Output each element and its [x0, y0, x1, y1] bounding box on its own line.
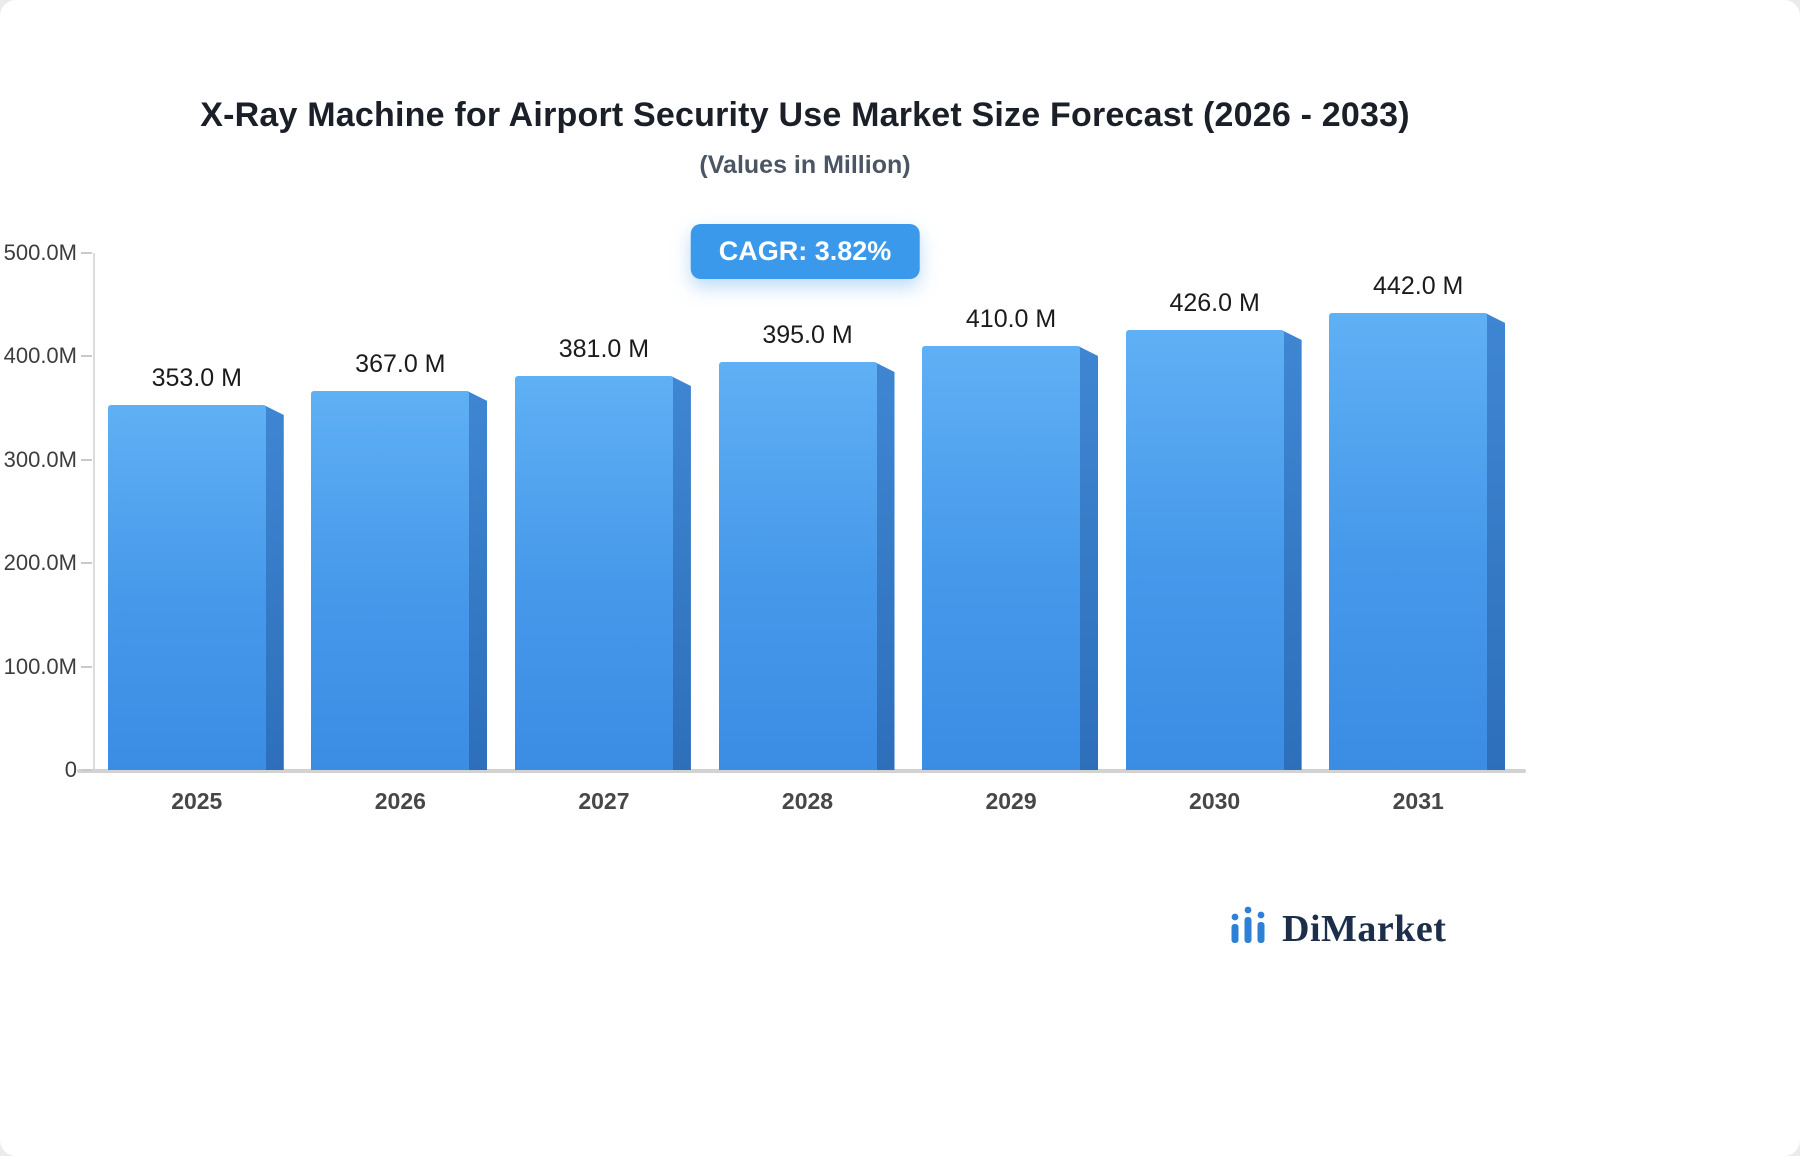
bar-side-face: [467, 391, 488, 770]
chart-subtitle: (Values in Million): [699, 151, 911, 179]
bar-side-face: [1485, 313, 1506, 770]
bar-value-label: 381.0 M: [558, 335, 650, 363]
bar-2027[interactable]: 381.0 M: [514, 335, 693, 770]
x-axis-category-label: 2029: [985, 788, 1037, 814]
y-axis-tick-label: 300.0M: [3, 446, 77, 472]
x-axis-category-label: 2025: [171, 788, 223, 814]
chart-title: X-Ray Machine for Airport Security Use M…: [200, 96, 1410, 134]
bar-side-face: [1281, 330, 1302, 770]
x-axis-category-label: 2030: [1189, 788, 1241, 814]
y-axis-tick-mark: [81, 252, 92, 254]
bar-chart-logo-icon: [1226, 903, 1272, 954]
bar-2026[interactable]: 367.0 M: [311, 350, 489, 770]
chart-header: X-Ray Machine for Airport Security Use M…: [0, 96, 1610, 180]
bar-value-label: 367.0 M: [355, 350, 446, 378]
bar-2031[interactable]: 442.0 M: [1329, 272, 1507, 770]
bar-2029[interactable]: 410.0 M: [922, 305, 1100, 770]
bar-front-face: [1329, 313, 1488, 770]
plot-area: 500.0M 400.0M 300.0M 200.0M 100.0M 0 353.0 M 20…: [4, 240, 1526, 814]
y-axis-tick-label: 100.0M: [3, 653, 77, 679]
bar-front-face: [922, 346, 1081, 770]
bar-value-label: 395.0 M: [762, 321, 853, 349]
y-axis-tick-mark: [81, 769, 92, 771]
y-axis-line: [93, 253, 95, 770]
x-axis-category-label: 2031: [1392, 788, 1444, 814]
x-axis-category-label: 2027: [578, 788, 630, 814]
x-axis-category-label: 2026: [374, 788, 426, 814]
x-axis-category-label: 2028: [781, 788, 834, 814]
y-axis-tick-label: 200.0M: [3, 550, 77, 576]
bar-side-face: [670, 376, 691, 770]
bar-value-label: 353.0 M: [151, 364, 242, 392]
y-axis-tick-mark: [81, 665, 92, 668]
bar-side-face: [1078, 346, 1099, 770]
bar-value-label: 426.0 M: [1169, 289, 1260, 317]
bar-value-label: 410.0 M: [965, 305, 1057, 333]
y-axis-tick-mark: [81, 458, 92, 461]
bar-front-face: [718, 362, 877, 770]
bar-front-face: [311, 391, 470, 770]
y-axis-tick-label: 400.0M: [3, 343, 77, 369]
brand-logo: DiMarket: [1226, 903, 1446, 954]
bar-2030[interactable]: 426.0 M: [1125, 289, 1304, 770]
bar-front-face: [514, 376, 673, 770]
bar-front-face: [107, 405, 266, 770]
bar-side-face: [874, 362, 895, 770]
bar-value-label: 442.0 M: [1373, 272, 1464, 300]
y-axis-tick-label: 500.0M: [3, 240, 77, 265]
bar-2028[interactable]: 395.0 M: [718, 321, 897, 770]
bar-side-face: [263, 405, 284, 770]
x-axis-line: [77, 769, 1526, 773]
bar-2025[interactable]: 353.0 M: [107, 364, 286, 770]
bar-front-face: [1125, 330, 1284, 770]
y-axis-tick-mark: [81, 355, 92, 358]
y-axis-tick-label: 0: [64, 757, 77, 782]
cagr-badge: CAGR: 3.82%: [690, 224, 920, 279]
brand-wordmark: DiMarket: [1282, 907, 1447, 950]
y-axis-tick-mark: [81, 562, 92, 565]
